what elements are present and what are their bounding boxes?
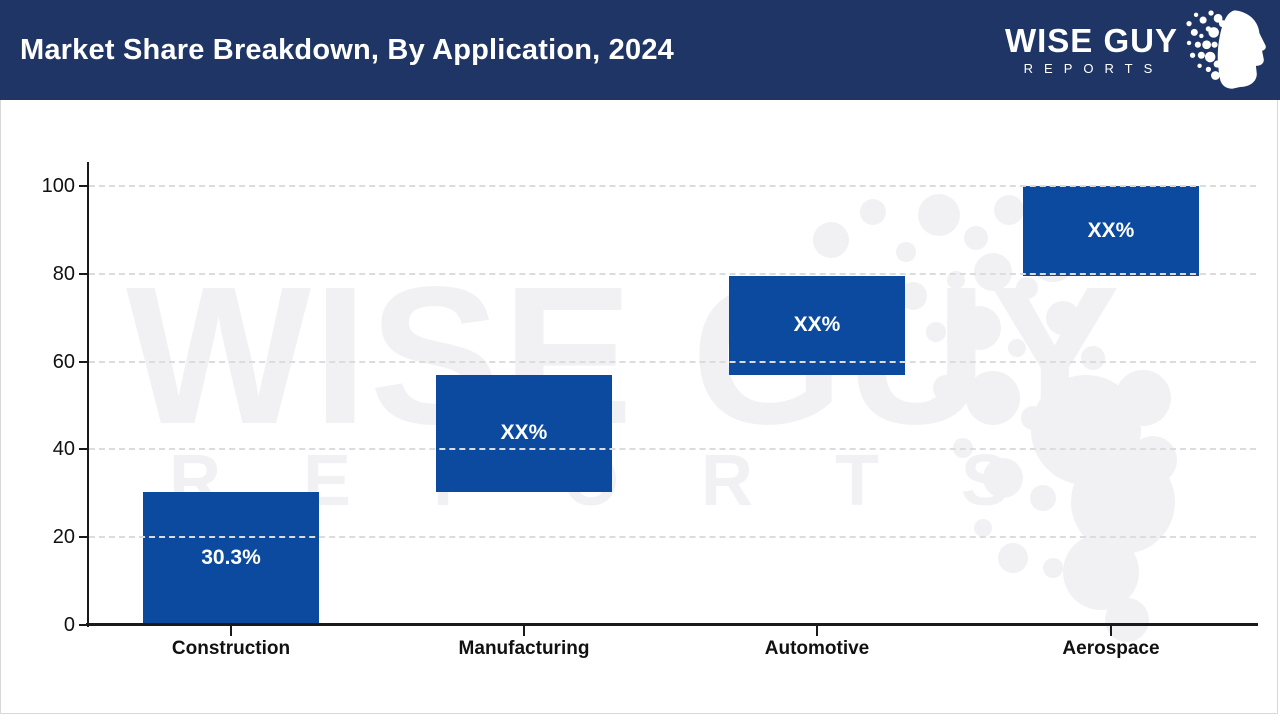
chart-card: WISE GUY REPORTS 0 20 40 60 80 100 30.3% XX% XX%… xyxy=(0,100,1278,714)
y-axis-line xyxy=(87,162,89,627)
head-profile-icon xyxy=(1186,10,1266,89)
y-tick-20 xyxy=(79,536,88,539)
x-axis-line xyxy=(86,623,1258,626)
x-tick-manufacturing xyxy=(523,626,525,636)
bar-construction: 30.3% xyxy=(143,491,319,625)
brand-name: WISE GUY xyxy=(1004,22,1178,59)
brand-logo: WISE GUY REPORTS xyxy=(1005,6,1280,94)
x-tick-automotive xyxy=(816,626,818,636)
y-tick-label-80: 80 xyxy=(52,262,75,285)
category-label-construction: Construction xyxy=(171,638,291,659)
gridline-40 xyxy=(89,448,1256,451)
x-tick-construction xyxy=(230,626,232,636)
y-tick-label-40: 40 xyxy=(52,438,75,461)
gridline-20 xyxy=(89,536,1256,539)
header-bar: Market Share Breakdown, By Application, … xyxy=(0,0,1280,100)
plot-area: 0 20 40 60 80 100 30.3% XX% XX% XX% Construction Ma… xyxy=(1,100,1277,713)
bar-value-label: XX% xyxy=(1087,218,1135,242)
category-label-aerospace: Aerospace xyxy=(1062,638,1160,659)
x-tick-aerospace xyxy=(1110,626,1112,636)
bar-automotive: XX% xyxy=(729,275,905,375)
y-tick-label-100: 100 xyxy=(41,175,75,197)
page-title: Market Share Breakdown, By Application, … xyxy=(20,33,674,66)
brand-logo-text: WISE GUY REPORTS xyxy=(1004,22,1178,77)
y-tick-80 xyxy=(79,272,88,275)
brand-subtitle: REPORTS xyxy=(1023,61,1164,76)
y-tick-60 xyxy=(79,360,88,363)
category-label-manufacturing: Manufacturing xyxy=(458,638,590,659)
category-label-automotive: Automotive xyxy=(764,638,870,659)
y-tick-0 xyxy=(79,624,88,626)
y-tick-100 xyxy=(79,185,88,187)
y-tick-label-20: 20 xyxy=(52,526,75,549)
gridline-80 xyxy=(89,272,1256,275)
bar-value-label: 30.3% xyxy=(201,546,261,570)
bar-value-label: XX% xyxy=(793,313,841,337)
gridline-100 xyxy=(89,185,1256,187)
gridline-60 xyxy=(89,360,1256,363)
watermark-brand-text: WISE GUY xyxy=(126,246,1123,465)
bar-value-label: XX% xyxy=(500,421,548,445)
y-tick-label-60: 60 xyxy=(52,350,75,373)
y-tick-40 xyxy=(79,448,88,451)
y-tick-label-0: 0 xyxy=(63,614,75,636)
bar-aerospace: XX% xyxy=(1023,186,1199,276)
bar-manufacturing: XX% xyxy=(436,374,612,492)
